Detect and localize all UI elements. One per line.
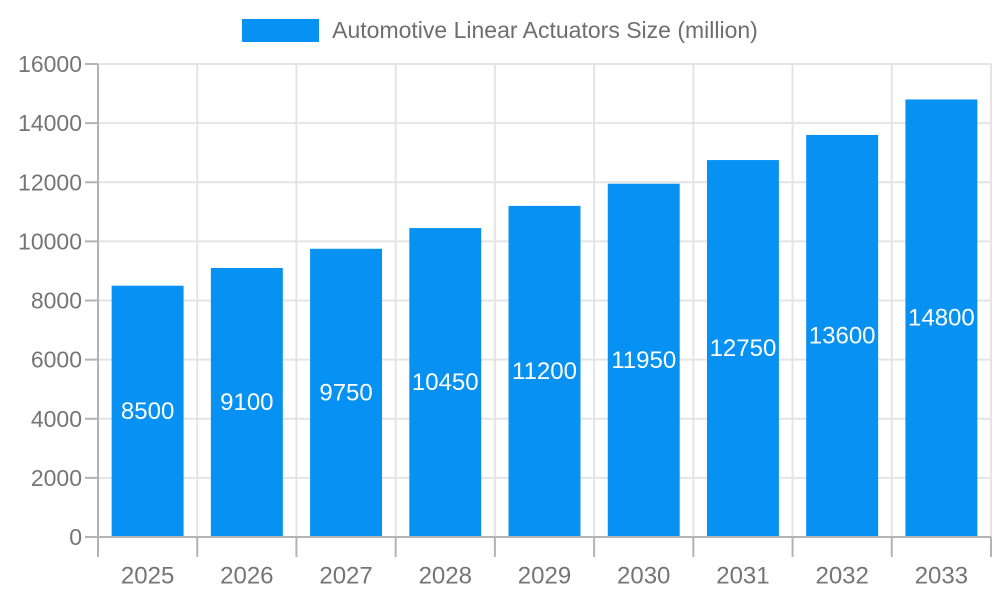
x-tick-label-2029: 2029	[518, 563, 571, 590]
bar-2027[interactable]	[310, 248, 383, 537]
y-tick-label: 2000	[31, 465, 82, 491]
y-tick-label: 0	[69, 524, 82, 550]
x-tick-label-2025: 2025	[121, 563, 174, 590]
bar-2029[interactable]	[508, 205, 581, 537]
y-tick-label: 6000	[31, 347, 82, 373]
y-tick-label: 8000	[31, 288, 82, 314]
bar-value-label: 9750	[319, 379, 372, 406]
bar-2026[interactable]	[210, 267, 283, 537]
legend-swatch	[242, 18, 320, 42]
bar-2030[interactable]	[607, 183, 680, 537]
bar-value-label: 11200	[512, 358, 577, 385]
chart-legend[interactable]: Automotive Linear Actuators Size (millio…	[0, 17, 1000, 43]
bar-value-label: 10450	[412, 369, 479, 396]
x-tick-label-2033: 2033	[915, 563, 968, 590]
x-tick-label-2027: 2027	[319, 563, 372, 590]
bar-2033[interactable]	[905, 99, 978, 537]
bar-value-label: 8500	[121, 398, 174, 425]
bar-2025[interactable]	[111, 285, 184, 537]
bar-2032[interactable]	[806, 134, 879, 537]
x-tick-label-2030: 2030	[617, 563, 670, 590]
x-tick-label-2032: 2032	[815, 563, 868, 590]
y-tick-label: 14000	[18, 110, 82, 136]
bar-2031[interactable]	[706, 160, 779, 537]
y-tick-label: 10000	[18, 228, 82, 254]
y-tick-label: 4000	[31, 406, 82, 432]
y-tick-label: 12000	[18, 169, 82, 195]
x-tick-label-2028: 2028	[419, 563, 472, 590]
bar-value-label: 14800	[908, 305, 975, 332]
legend-label: Automotive Linear Actuators Size (millio…	[332, 17, 758, 43]
bar-value-label: 11950	[611, 347, 676, 374]
bar-value-label: 9100	[220, 389, 273, 416]
bar-value-label: 13600	[809, 322, 876, 349]
bar-value-label: 12750	[710, 335, 777, 362]
bar-2028[interactable]	[409, 228, 482, 537]
x-tick-label-2031: 2031	[716, 563, 769, 590]
x-tick-label-2026: 2026	[220, 563, 273, 590]
y-tick-label: 16000	[18, 51, 82, 77]
